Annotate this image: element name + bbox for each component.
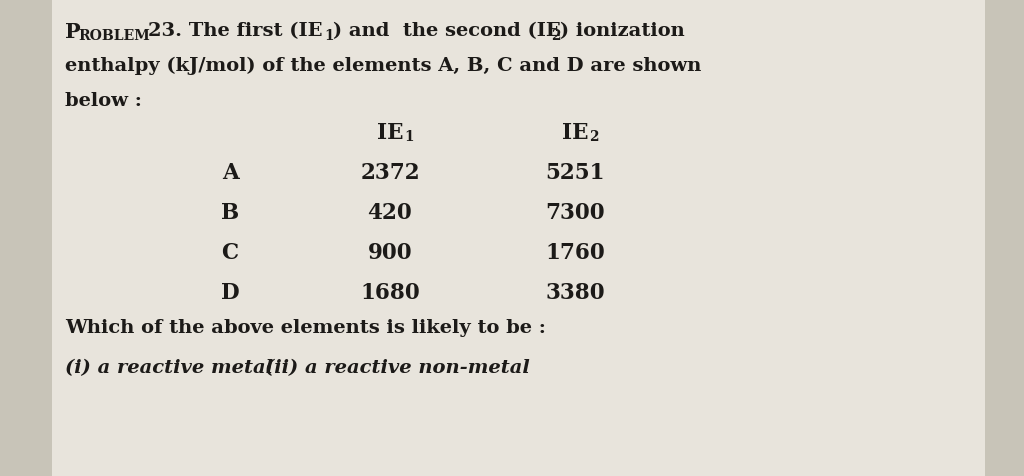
Text: D: D	[221, 281, 240, 303]
Text: 1: 1	[324, 29, 334, 43]
Text: 900: 900	[368, 241, 413, 263]
Text: IE: IE	[377, 122, 403, 144]
Text: Which of the above elements is likely to be :: Which of the above elements is likely to…	[65, 318, 546, 336]
Text: C: C	[221, 241, 239, 263]
Text: (i) a reactive metal: (i) a reactive metal	[65, 358, 273, 376]
Text: 7300: 7300	[545, 201, 605, 224]
Text: 2372: 2372	[360, 162, 420, 184]
Text: IE: IE	[562, 122, 588, 144]
Bar	[0, 0, 52, 476]
Text: (ii) a reactive non-metal: (ii) a reactive non-metal	[265, 358, 529, 376]
Text: below :: below :	[65, 92, 142, 110]
Text: 3380: 3380	[545, 281, 605, 303]
Text: 2: 2	[551, 29, 560, 43]
Text: P: P	[65, 22, 81, 42]
Text: 420: 420	[368, 201, 413, 224]
Text: 23. The first (IE: 23. The first (IE	[148, 22, 323, 40]
Text: enthalpy (kJ/mol) of the elements A, B, C and D are shown: enthalpy (kJ/mol) of the elements A, B, …	[65, 57, 701, 75]
Text: ROBLEM: ROBLEM	[78, 29, 150, 43]
Text: B: B	[221, 201, 239, 224]
Text: 1680: 1680	[360, 281, 420, 303]
Bar	[985, 0, 1024, 476]
Text: ) and  the second (IE: ) and the second (IE	[333, 22, 561, 40]
Text: A: A	[221, 162, 239, 184]
Text: 5251: 5251	[545, 162, 605, 184]
Text: 1760: 1760	[545, 241, 605, 263]
Text: ) ionization: ) ionization	[560, 22, 685, 40]
Text: 1: 1	[404, 130, 414, 144]
Text: 2: 2	[589, 130, 598, 144]
